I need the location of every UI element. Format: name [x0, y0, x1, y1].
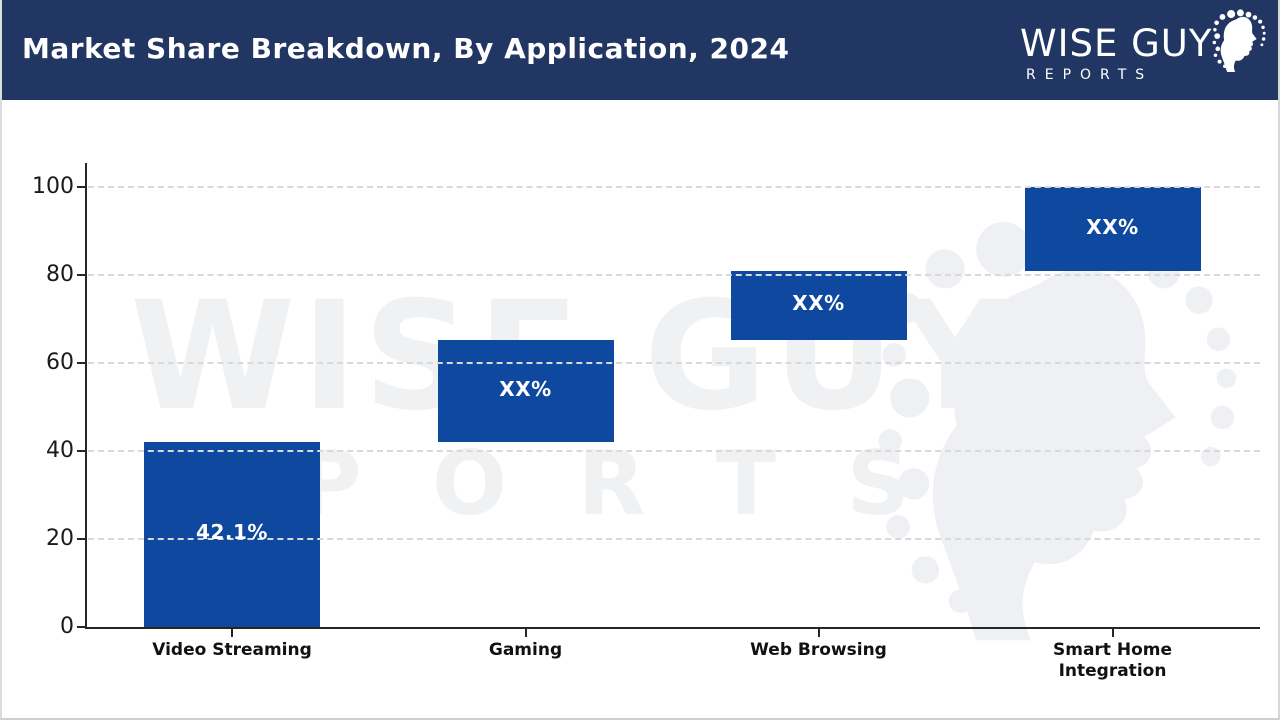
logo-face-icon: [1212, 9, 1266, 73]
bar-value-label-gaming: XX%: [499, 376, 552, 401]
logo-wordmark: WISE GUY: [1020, 22, 1212, 65]
x-category-label-smart-home-integration: Smart Home Integration: [1052, 640, 1172, 682]
gridline-80: [88, 274, 1260, 276]
logo-subtext: REPORTS: [1026, 67, 1153, 83]
gridline-40: [88, 450, 1260, 452]
x-tick-smart-home-integration: [1111, 629, 1114, 637]
x-tick-video-streaming: [231, 629, 233, 637]
x-category-label-gaming: Gaming: [488, 640, 563, 660]
bar-value-label-web-browsing: XX%: [792, 291, 845, 316]
y-tick-label-0: 0: [60, 614, 74, 639]
x-category-label-video-streaming: Video Streaming: [152, 640, 312, 660]
header-bar: Market Share Breakdown, By Application, …: [2, 0, 1278, 100]
gridline-60: [88, 362, 1260, 364]
bar-video-streaming: [144, 441, 320, 627]
y-tick-40: [77, 450, 85, 452]
wise-guy-logo: WISE GUY REPORTS: [1020, 9, 1266, 83]
bar-value-label-video-streaming: 42.1%: [196, 520, 268, 545]
y-tick-20: [77, 538, 85, 540]
gridline-20: [88, 538, 1260, 540]
x-tick-gaming: [524, 629, 527, 637]
y-tick-label-80: 80: [46, 262, 74, 287]
x-category-label-web-browsing: Web Browsing: [750, 640, 887, 660]
bar-smart-home-integration: [1024, 187, 1201, 271]
y-tick-label-60: 60: [46, 350, 74, 375]
x-axis-spine: [85, 627, 1260, 629]
y-tick-label-40: 40: [46, 438, 74, 463]
y-tick-label-20: 20: [46, 526, 74, 551]
bar-web-browsing: [730, 270, 907, 341]
gridline-100: [88, 186, 1260, 188]
y-tick-0: [77, 626, 85, 628]
y-tick-80: [77, 274, 85, 276]
bar-value-label-smart-home-integration: XX%: [1086, 214, 1139, 239]
y-axis-spine: [85, 163, 87, 629]
x-tick-web-browsing: [817, 629, 820, 637]
chart-title: Market Share Breakdown, By Application, …: [22, 32, 790, 66]
y-tick-100: [77, 186, 85, 188]
watermark-text-line2: P O R T S: [297, 432, 931, 535]
y-tick-60: [77, 362, 85, 364]
y-tick-label-100: 100: [32, 174, 74, 199]
bar-gaming: [437, 340, 614, 442]
